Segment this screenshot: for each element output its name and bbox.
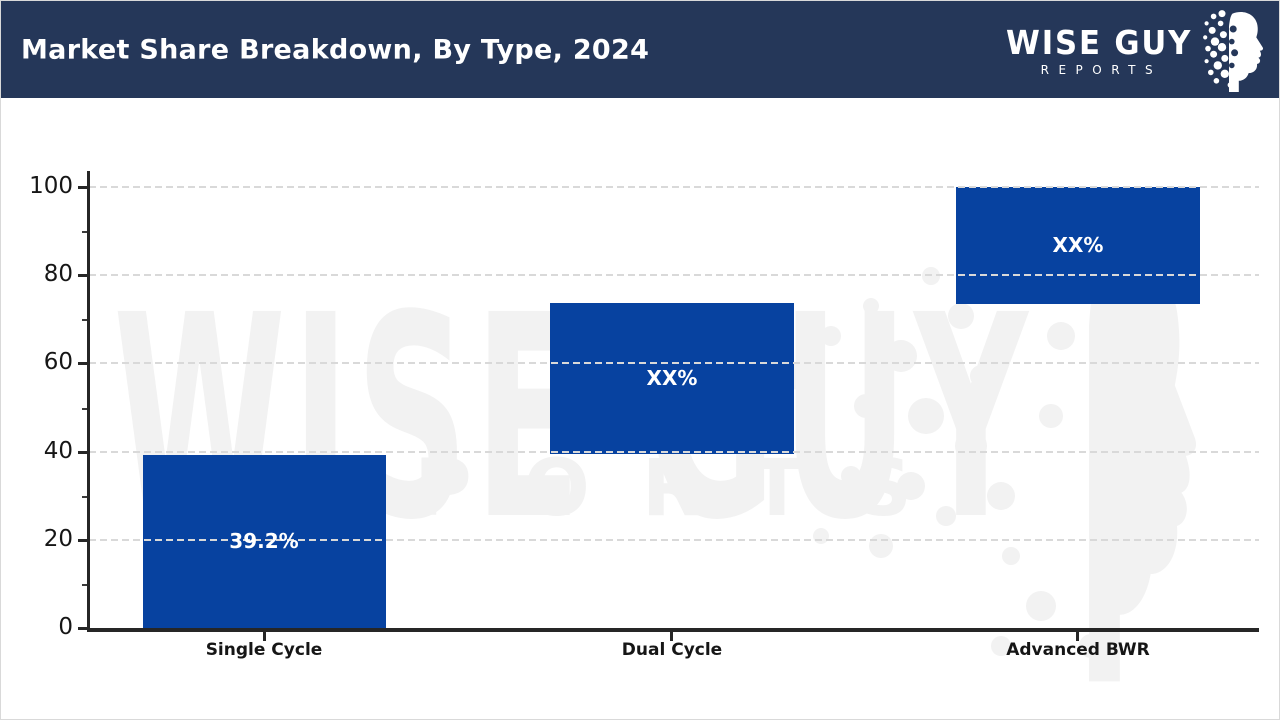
x-tick (1076, 632, 1079, 641)
x-tick (263, 632, 266, 641)
bar-single-cycle (143, 455, 386, 628)
y-tick-label: 20 (43, 526, 73, 552)
gridline-80 (89, 274, 1259, 276)
logo: WISE GUY REPORTS (999, 6, 1271, 94)
category-label-single-cycle: Single Cycle (205, 640, 323, 660)
y-axis (87, 171, 90, 632)
logo-wordmark: WISE GUY (1005, 23, 1192, 62)
y-tick (78, 362, 87, 365)
gridline-60 (89, 362, 1259, 364)
gridline-100 (89, 186, 1259, 188)
y-tick-label: 60 (43, 349, 73, 375)
chart-area: WISE GUY REPORTS (1, 98, 1279, 719)
bar-value-label-single-cycle: 39.2% (229, 529, 299, 553)
y-minor-tick (82, 231, 87, 233)
gridline-20 (89, 539, 1259, 541)
y-minor-tick (82, 319, 87, 321)
x-axis (87, 628, 1259, 632)
logo-subtitle: REPORTS (1040, 63, 1163, 77)
header-bar: Market Share Breakdown, By Type, 2024 WI… (1, 1, 1279, 98)
gridline-40 (89, 451, 1259, 453)
bar-value-label-advanced-bwr: XX% (1052, 233, 1104, 257)
y-tick (78, 451, 87, 454)
bar-dual-cycle (550, 303, 794, 454)
y-tick-label: 0 (58, 614, 73, 640)
bar-value-label-dual-cycle: XX% (646, 366, 698, 390)
y-tick-label: 80 (43, 261, 73, 287)
y-tick (78, 627, 87, 630)
category-label-advanced-bwr: Advanced BWR (1006, 640, 1150, 660)
y-minor-tick (82, 496, 87, 498)
y-tick (78, 186, 87, 189)
logo-face-icon (1203, 10, 1264, 92)
page-title: Market Share Breakdown, By Type, 2024 (21, 34, 650, 65)
y-tick (78, 274, 87, 277)
y-tick-label: 100 (29, 173, 73, 199)
y-minor-tick (82, 408, 87, 410)
x-tick (670, 632, 673, 641)
y-tick (78, 539, 87, 542)
category-label-dual-cycle: Dual Cycle (621, 640, 723, 660)
logo-text: WISE GUY REPORTS (999, 23, 1199, 77)
y-tick-label: 40 (43, 438, 73, 464)
y-minor-tick (82, 584, 87, 586)
